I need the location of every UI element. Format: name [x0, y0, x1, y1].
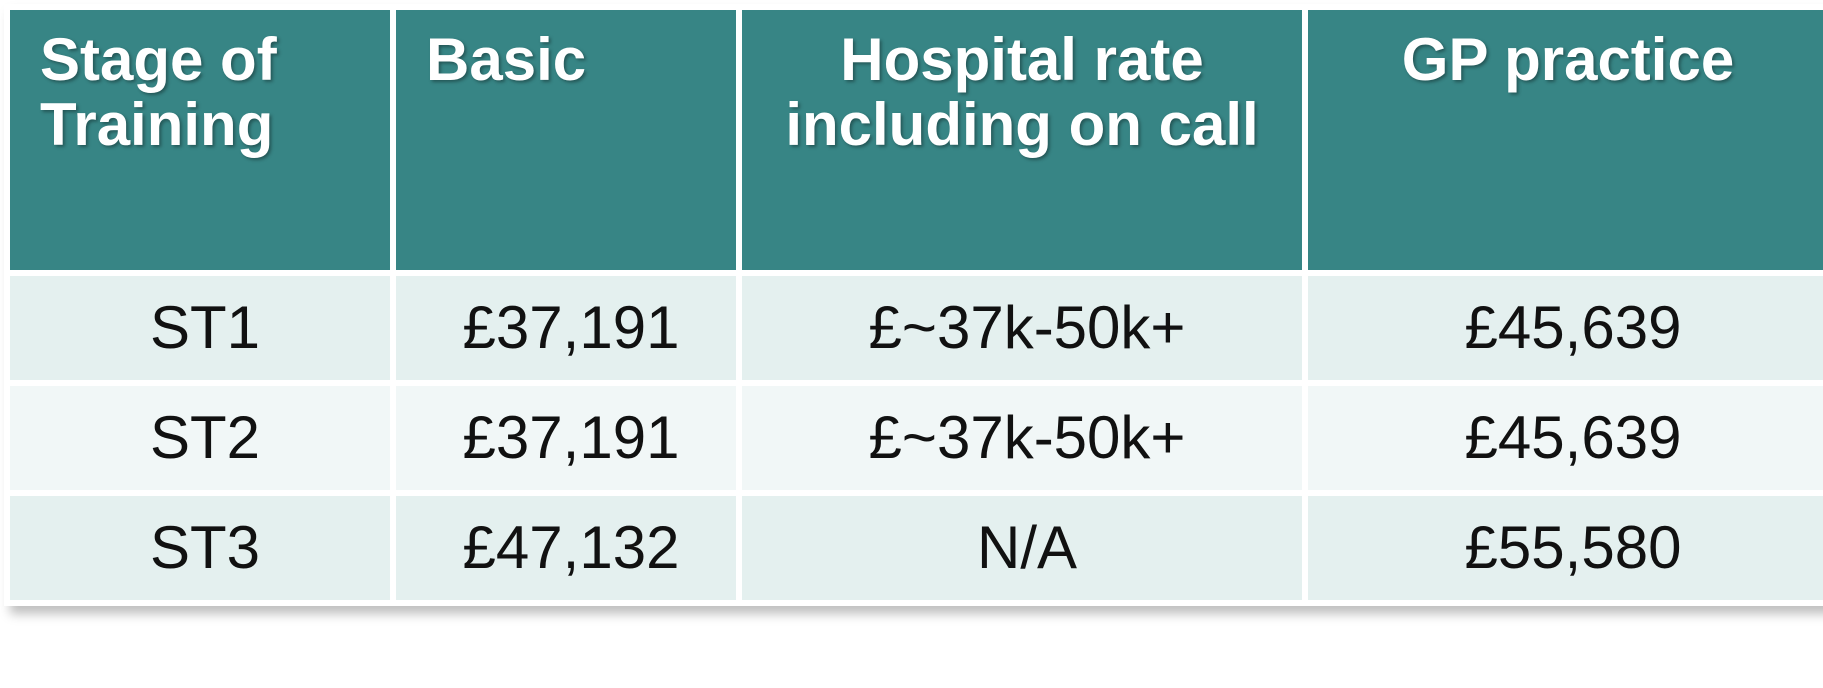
cell-gp: £45,639 — [1308, 276, 1823, 380]
table-row: ST2 £37,191 £~37k-50k+ £45,639 — [10, 386, 1823, 490]
cell-stage: ST2 — [10, 386, 390, 490]
table-row: ST3 £47,132 N/A £55,580 — [10, 496, 1823, 600]
header-stage: Stage of Training — [10, 10, 390, 270]
table-header-row: Stage of Training Basic Hospital rate in… — [10, 10, 1823, 270]
cell-basic: £47,132 — [396, 496, 736, 600]
cell-stage: ST1 — [10, 276, 390, 380]
header-basic: Basic — [396, 10, 736, 270]
cell-hospital: £~37k-50k+ — [742, 276, 1302, 380]
cell-stage: ST3 — [10, 496, 390, 600]
cell-basic: £37,191 — [396, 386, 736, 490]
cell-gp: £55,580 — [1308, 496, 1823, 600]
table-row: ST1 £37,191 £~37k-50k+ £45,639 — [10, 276, 1823, 380]
cell-hospital: N/A — [742, 496, 1302, 600]
header-gp: GP practice — [1308, 10, 1823, 270]
cell-basic: £37,191 — [396, 276, 736, 380]
salary-table: Stage of Training Basic Hospital rate in… — [4, 4, 1823, 606]
cell-gp: £45,639 — [1308, 386, 1823, 490]
cell-hospital: £~37k-50k+ — [742, 386, 1302, 490]
header-hospital: Hospital rate including on call — [742, 10, 1302, 270]
